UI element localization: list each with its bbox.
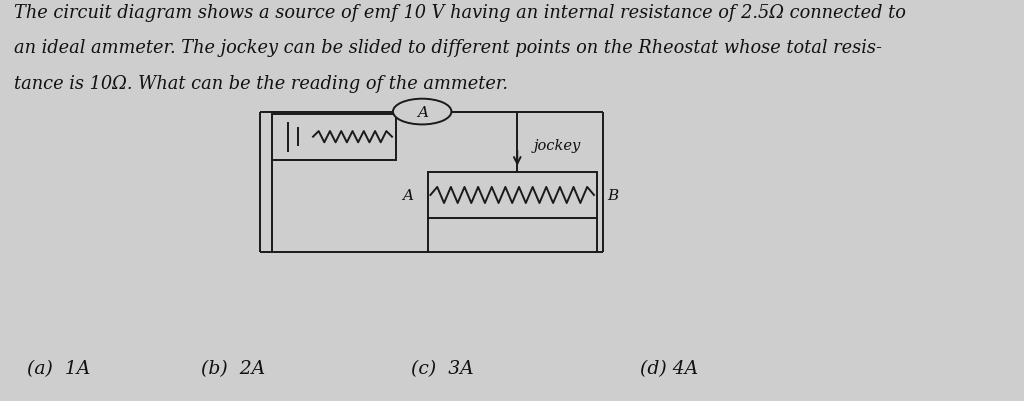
Text: A: A bbox=[402, 188, 413, 203]
Bar bbox=[272, 114, 395, 160]
Text: jockey: jockey bbox=[534, 138, 581, 152]
Text: (b)  2A: (b) 2A bbox=[201, 359, 265, 377]
Text: A: A bbox=[417, 105, 428, 119]
Circle shape bbox=[393, 99, 452, 125]
Text: an ideal ammeter. The jockey can be slided to different points on the Rheostat w: an ideal ammeter. The jockey can be slid… bbox=[13, 39, 882, 57]
Text: (c)  3A: (c) 3A bbox=[412, 359, 474, 377]
Text: The circuit diagram shows a source of emf 10 V having an internal resistance of : The circuit diagram shows a source of em… bbox=[13, 4, 905, 22]
Text: (d) 4A: (d) 4A bbox=[640, 359, 697, 377]
Text: (a)  1A: (a) 1A bbox=[28, 359, 91, 377]
Text: B: B bbox=[607, 188, 618, 203]
Bar bbox=[428, 172, 597, 219]
Text: tance is 10Ω. What can be the reading of the ammeter.: tance is 10Ω. What can be the reading of… bbox=[13, 75, 508, 93]
